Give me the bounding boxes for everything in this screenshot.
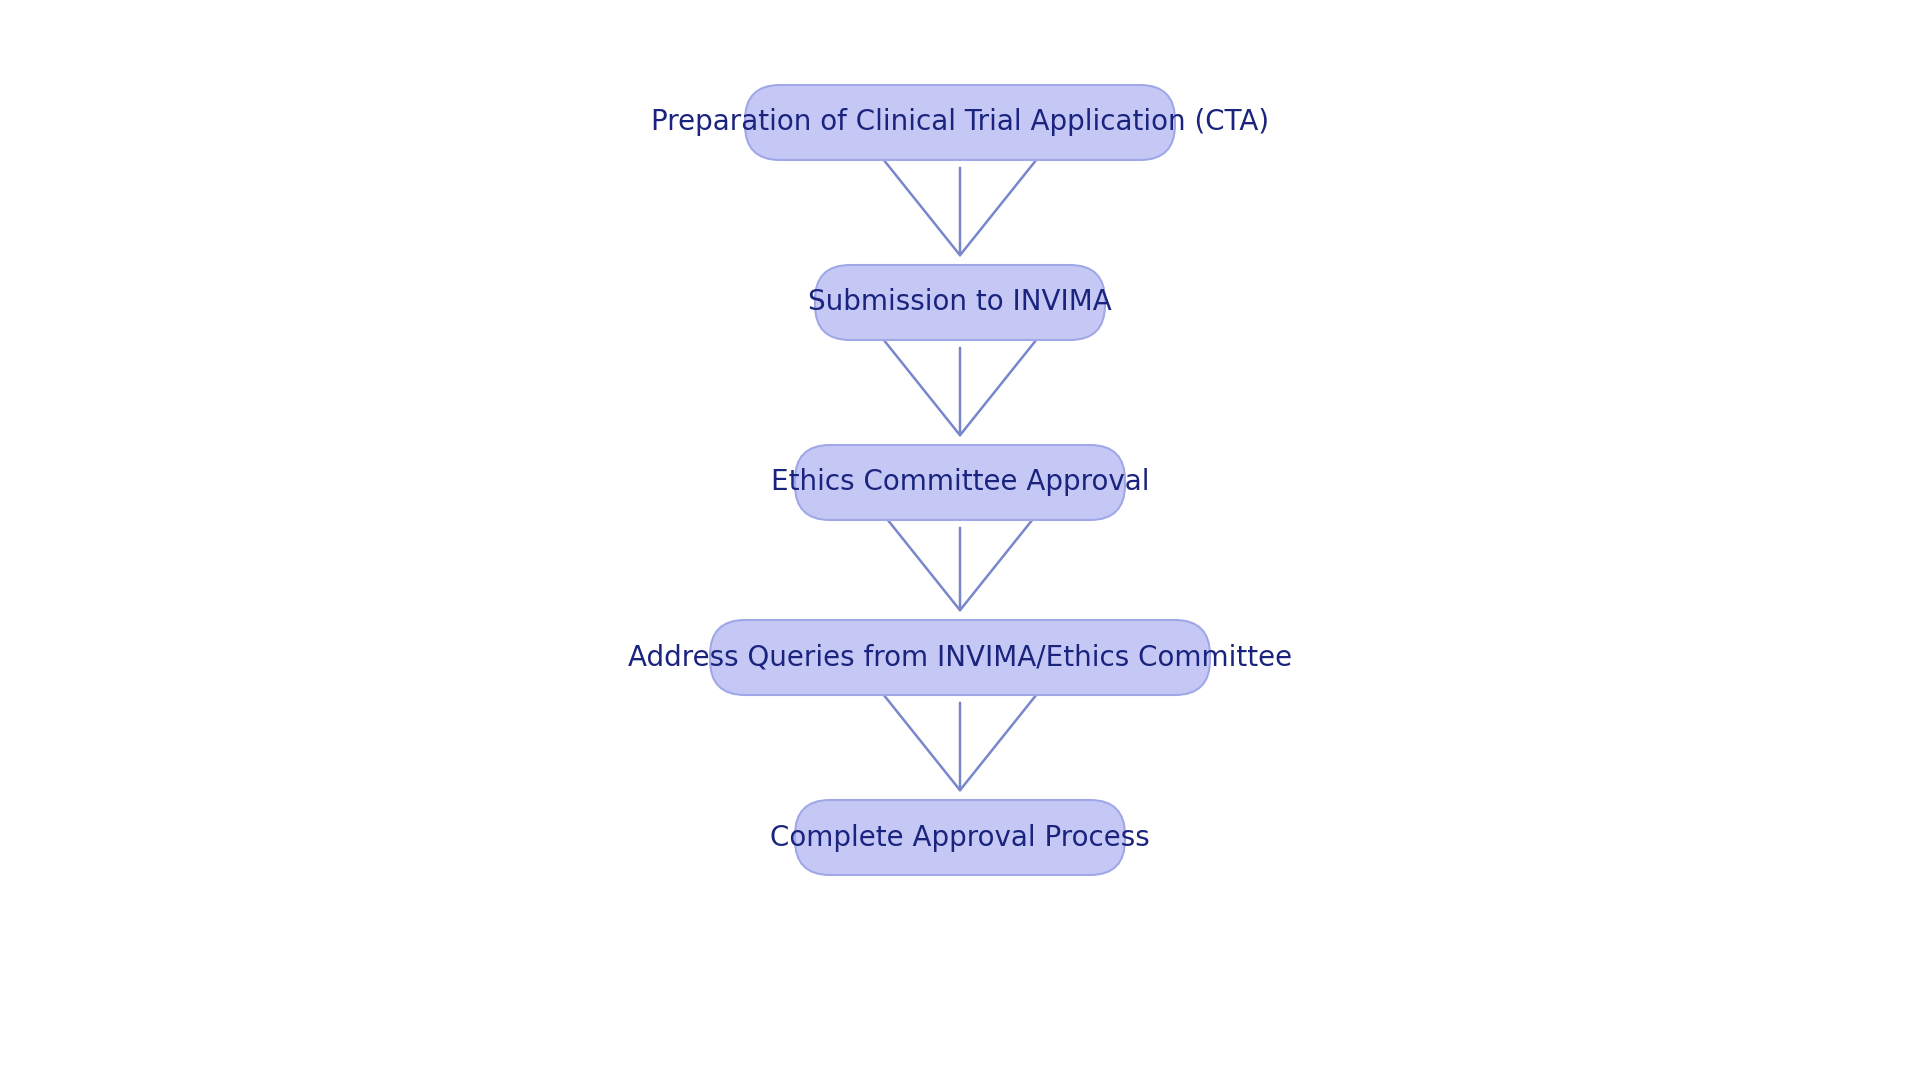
Text: Address Queries from INVIMA/Ethics Committee: Address Queries from INVIMA/Ethics Commi… — [628, 643, 1292, 671]
FancyBboxPatch shape — [795, 800, 1125, 875]
Text: Submission to INVIMA: Submission to INVIMA — [808, 288, 1112, 316]
Text: Ethics Committee Approval: Ethics Committee Approval — [770, 469, 1150, 496]
FancyBboxPatch shape — [814, 265, 1106, 340]
FancyBboxPatch shape — [745, 84, 1175, 160]
Text: Preparation of Clinical Trial Application (CTA): Preparation of Clinical Trial Applicatio… — [651, 108, 1269, 136]
Text: Complete Approval Process: Complete Approval Process — [770, 823, 1150, 851]
FancyBboxPatch shape — [795, 445, 1125, 520]
FancyBboxPatch shape — [710, 619, 1210, 695]
